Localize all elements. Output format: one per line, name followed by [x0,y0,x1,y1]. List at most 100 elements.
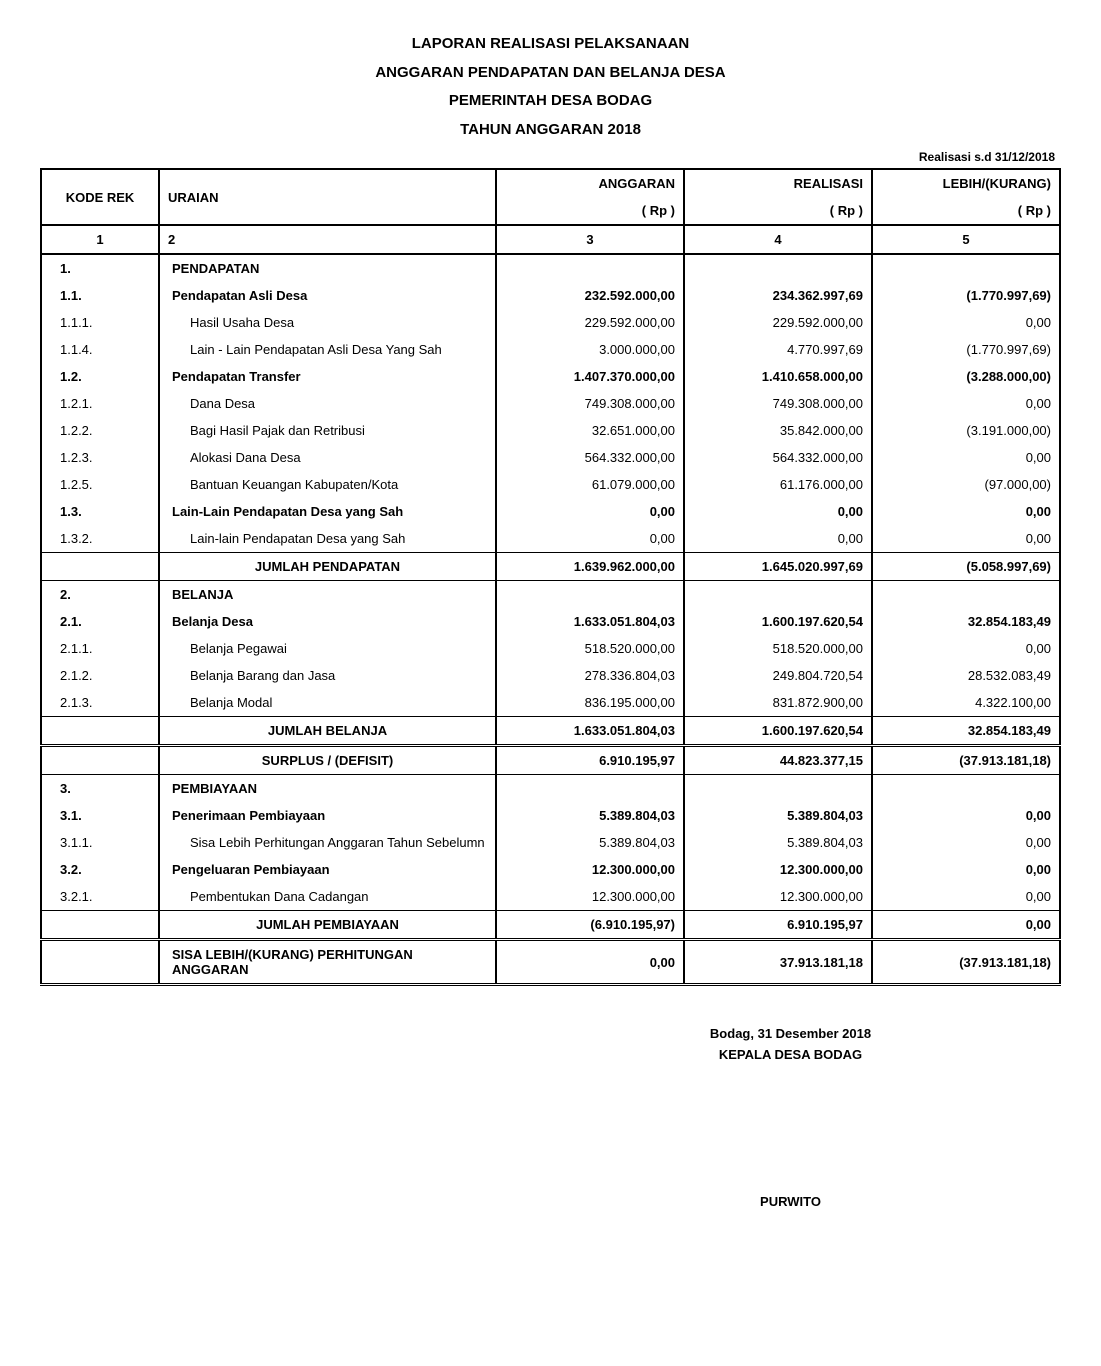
colnum: 1 [41,225,159,254]
colnum: 2 [159,225,496,254]
cell-kode: 1.2.3. [41,444,159,471]
cell-realisasi: 44.823.377,15 [684,746,872,775]
title-line: ANGGARAN PENDAPATAN DAN BELANJA DESA [40,59,1061,88]
cell-kode: 1.1.4. [41,336,159,363]
cell-kode [41,717,159,746]
cell-anggaran: 12.300.000,00 [496,883,684,911]
cell-realisasi: 5.389.804,03 [684,829,872,856]
cell-kode: 1.2. [41,363,159,390]
cell-kode [41,940,159,985]
table-row: 1.3.2.Lain-lain Pendapatan Desa yang Sah… [41,525,1060,553]
cell-realisasi: 1.645.020.997,69 [684,553,872,581]
cell-realisasi: 249.804.720,54 [684,662,872,689]
cell-anggaran: 5.389.804,03 [496,802,684,829]
cell-lebih: 0,00 [872,856,1060,883]
cell-kode: 3.1.1. [41,829,159,856]
cell-kode [41,911,159,940]
table-row: 1.PENDAPATAN [41,254,1060,282]
cell-anggaran: 749.308.000,00 [496,390,684,417]
cell-kode: 2.1.3. [41,689,159,717]
cell-kode [41,746,159,775]
cell-anggaran: 0,00 [496,525,684,553]
table-row: 3.PEMBIAYAAN [41,775,1060,803]
table-row: 1.1.Pendapatan Asli Desa232.592.000,0023… [41,282,1060,309]
cell-uraian: Hasil Usaha Desa [159,309,496,336]
cell-realisasi [684,254,872,282]
cell-lebih: 0,00 [872,883,1060,911]
table-row: 2.1.2.Belanja Barang dan Jasa278.336.804… [41,662,1060,689]
cell-anggaran: 518.520.000,00 [496,635,684,662]
cell-realisasi: 1.410.658.000,00 [684,363,872,390]
table-row: 1.1.1.Hasil Usaha Desa229.592.000,00229.… [41,309,1060,336]
cell-lebih: 0,00 [872,802,1060,829]
cell-kode: 3.2.1. [41,883,159,911]
cell-anggaran [496,254,684,282]
col-uraian: URAIAN [159,169,496,225]
unit-rp: ( Rp ) [684,197,872,225]
cell-kode: 1.3.2. [41,525,159,553]
cell-uraian: Sisa Lebih Perhitungan Anggaran Tahun Se… [159,829,496,856]
col-kode: KODE REK [41,169,159,225]
cell-anggaran: 278.336.804,03 [496,662,684,689]
cell-anggaran: 564.332.000,00 [496,444,684,471]
cell-lebih: 0,00 [872,635,1060,662]
cell-anggaran: 6.910.195,97 [496,746,684,775]
table-row: 1.3.Lain-Lain Pendapatan Desa yang Sah0,… [41,498,1060,525]
cell-anggaran: 0,00 [496,940,684,985]
cell-kode: 1.2.1. [41,390,159,417]
cell-anggaran: 0,00 [496,498,684,525]
cell-uraian: Alokasi Dana Desa [159,444,496,471]
cell-lebih: 0,00 [872,444,1060,471]
cell-realisasi: 831.872.900,00 [684,689,872,717]
cell-lebih: 0,00 [872,390,1060,417]
cell-uraian: Belanja Barang dan Jasa [159,662,496,689]
cell-uraian: Bantuan Keuangan Kabupaten/Kota [159,471,496,498]
cell-uraian: Pembentukan Dana Cadangan [159,883,496,911]
cell-lebih: 28.532.083,49 [872,662,1060,689]
sign-role: KEPALA DESA BODAG [520,1047,1061,1062]
cell-kode: 1.3. [41,498,159,525]
unit-rp: ( Rp ) [496,197,684,225]
cell-kode: 1.1. [41,282,159,309]
cell-anggaran: 1.407.370.000,00 [496,363,684,390]
unit-rp: ( Rp ) [872,197,1060,225]
cell-kode: 1.2.5. [41,471,159,498]
title-line: PEMERINTAH DESA BODAG [40,87,1061,116]
cell-uraian: JUMLAH PENDAPATAN [159,553,496,581]
cell-uraian: BELANJA [159,581,496,609]
cell-anggaran: 1.633.051.804,03 [496,717,684,746]
cell-realisasi: 35.842.000,00 [684,417,872,444]
cell-uraian: Dana Desa [159,390,496,417]
cell-kode: 3.2. [41,856,159,883]
table-row: SISA LEBIH/(KURANG) PERHITUNGAN ANGGARAN… [41,940,1060,985]
cell-anggaran: (6.910.195,97) [496,911,684,940]
cell-lebih: 32.854.183,49 [872,717,1060,746]
cell-kode: 2.1. [41,608,159,635]
cell-realisasi [684,775,872,803]
colnum: 4 [684,225,872,254]
table-row: 1.2.5.Bantuan Keuangan Kabupaten/Kota61.… [41,471,1060,498]
cell-lebih: 0,00 [872,525,1060,553]
cell-lebih: (1.770.997,69) [872,282,1060,309]
table-row: 3.2.1.Pembentukan Dana Cadangan12.300.00… [41,883,1060,911]
header-row: KODE REK URAIAN ANGGARAN REALISASI LEBIH… [41,169,1060,197]
cell-uraian: Pendapatan Transfer [159,363,496,390]
colnum-row: 1 2 3 4 5 [41,225,1060,254]
cell-uraian: Lain-lain Pendapatan Desa yang Sah [159,525,496,553]
table-row: 1.2.1.Dana Desa749.308.000,00749.308.000… [41,390,1060,417]
sign-name: PURWITO [520,1194,1061,1209]
cell-anggaran: 5.389.804,03 [496,829,684,856]
table-row: 3.1.1.Sisa Lebih Perhitungan Anggaran Ta… [41,829,1060,856]
cell-realisasi: 12.300.000,00 [684,856,872,883]
cell-realisasi: 564.332.000,00 [684,444,872,471]
cell-uraian: Pendapatan Asli Desa [159,282,496,309]
cell-realisasi: 0,00 [684,498,872,525]
cell-realisasi: 234.362.997,69 [684,282,872,309]
cell-lebih: 0,00 [872,829,1060,856]
table-row: 1.2.Pendapatan Transfer1.407.370.000,001… [41,363,1060,390]
cell-realisasi: 12.300.000,00 [684,883,872,911]
cell-anggaran: 1.639.962.000,00 [496,553,684,581]
cell-lebih: 0,00 [872,498,1060,525]
col-anggaran: ANGGARAN [496,169,684,197]
colnum: 5 [872,225,1060,254]
